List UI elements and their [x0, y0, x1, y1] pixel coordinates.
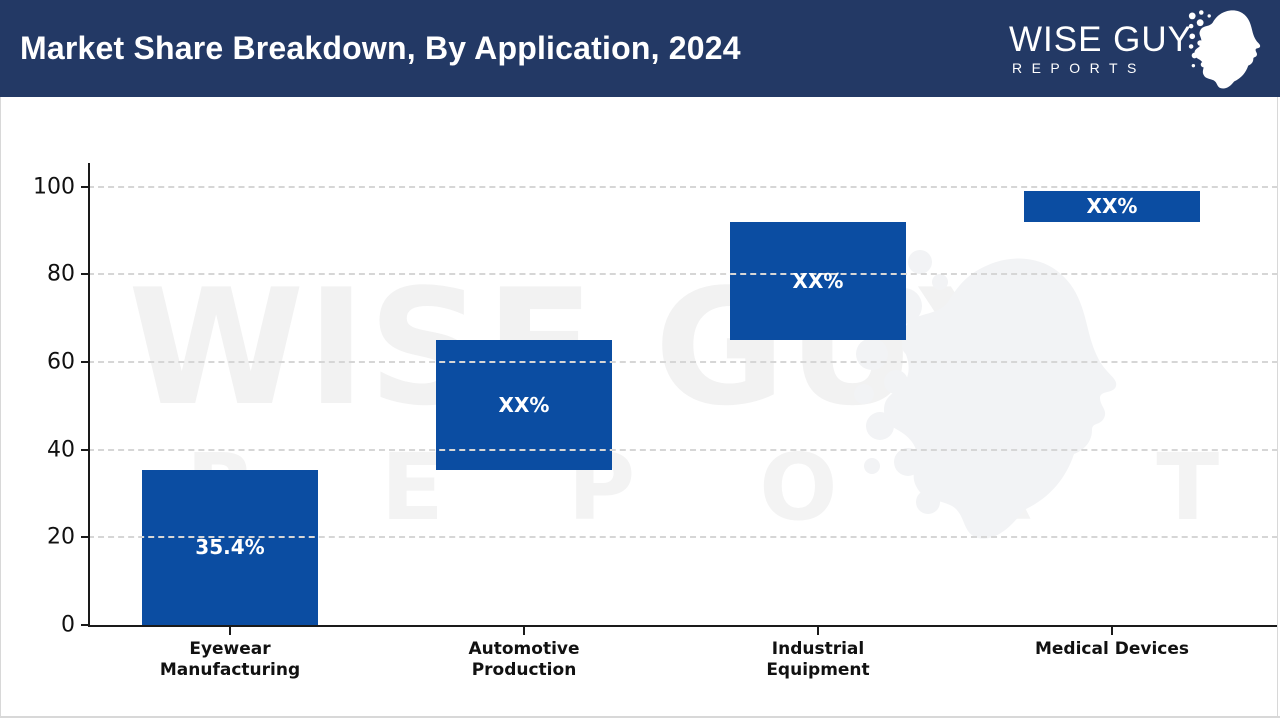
- watermark-reports-text: R E P O R T S: [186, 434, 1280, 541]
- x-axis-tick: [523, 627, 525, 635]
- category-label: Eyewear Manufacturing: [159, 639, 301, 680]
- y-tick-label: 60: [47, 349, 75, 375]
- y-axis-tick: [81, 185, 88, 188]
- y-axis-tick: [81, 448, 88, 451]
- bar-value-label: XX%: [792, 268, 844, 293]
- page-border-bottom: [0, 716, 1280, 718]
- bar-value-label: 35.4%: [195, 535, 265, 560]
- y-tick-label: 20: [47, 524, 75, 550]
- y-axis-tick: [81, 360, 88, 363]
- y-tick-label: 0: [61, 612, 75, 638]
- bar-eyewear-manufacturing: [142, 469, 318, 625]
- logo-head-icon: [1188, 9, 1261, 89]
- y-tick-label: 100: [33, 174, 75, 199]
- x-axis-line: [88, 625, 1278, 627]
- y-axis-tick: [81, 624, 88, 626]
- wise-guy-reports-logo: WISE GUY REPORTS: [1009, 8, 1280, 90]
- gridline-60: [88, 360, 1278, 363]
- logo-text: WISE GUY REPORTS: [1008, 19, 1192, 76]
- bar-value-label: XX%: [498, 392, 550, 417]
- bar-medical-devices: [1024, 190, 1200, 222]
- category-label: Automotive Production: [468, 639, 580, 680]
- gridline-100: [88, 185, 1278, 188]
- category-label: Industrial Equipment: [766, 639, 870, 680]
- x-axis-tick: [229, 627, 231, 635]
- x-axis-tick: [817, 627, 819, 635]
- bar-industrial-equipment: [730, 221, 906, 340]
- header-bar: Market Share Breakdown, By Application, …: [0, 0, 1280, 97]
- gridline-40: [88, 448, 1278, 451]
- page-border-right: [1277, 97, 1278, 717]
- y-tick-label: 80: [47, 261, 75, 287]
- logo-wiseguy-label: WISE GUY: [1008, 19, 1192, 59]
- gridline-20: [88, 536, 1278, 539]
- bar-value-label: XX%: [1086, 194, 1138, 219]
- y-tick-label: 40: [47, 437, 75, 463]
- y-axis-line: [88, 163, 90, 627]
- y-axis-tick: [81, 536, 88, 539]
- y-axis-tick: [81, 273, 88, 276]
- category-label: Medical Devices: [1034, 639, 1189, 659]
- page-border-left: [0, 97, 1, 717]
- x-axis-tick: [1111, 627, 1113, 635]
- page-title: Market Share Breakdown, By Application, …: [20, 30, 741, 66]
- gridline-80: [88, 273, 1278, 276]
- logo-reports-label: REPORTS: [1011, 59, 1146, 76]
